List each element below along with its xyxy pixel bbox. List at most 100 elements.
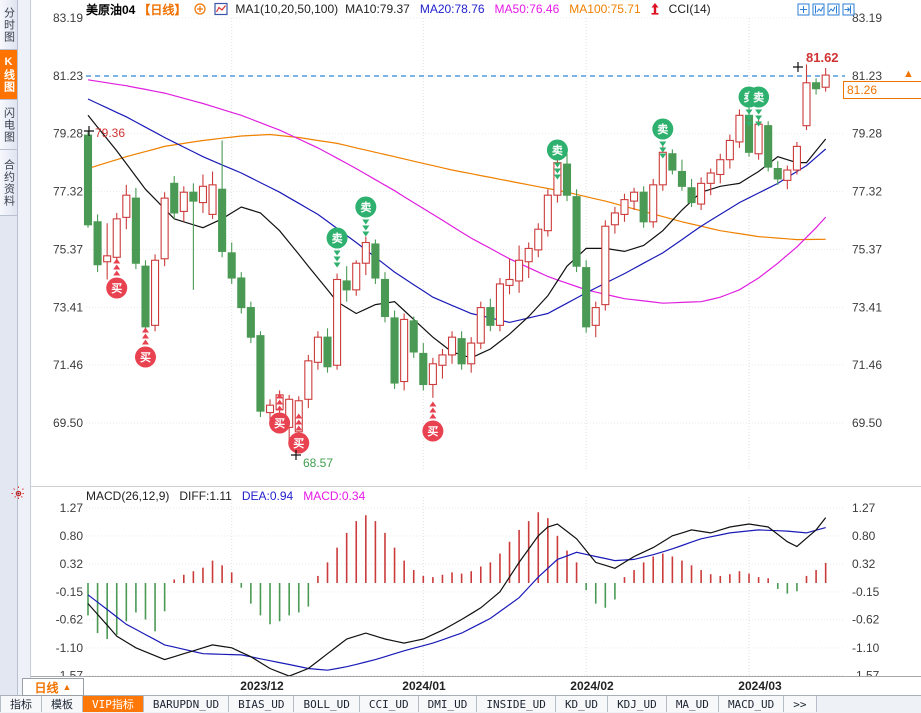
pin-indicator-icon[interactable]	[648, 2, 662, 16]
buy-signal	[106, 277, 128, 299]
buy-arrow-icon	[429, 407, 437, 413]
period-selector[interactable]: 日线 ▲	[22, 678, 84, 696]
candle-down	[744, 114, 754, 153]
candle-down	[131, 197, 140, 264]
buy-arrow-icon	[113, 258, 121, 264]
buy-signal-label: 买	[140, 351, 151, 364]
ma100-line	[87, 133, 826, 241]
buy-arrow-icon	[295, 419, 303, 425]
sidebar-tab-1[interactable]: K线图	[0, 50, 17, 100]
bottom-tab-ma_ud[interactable]: MA_UD	[666, 696, 719, 712]
buy-signal-label: 买	[111, 282, 122, 295]
price-axis-label-right: 83.19	[852, 11, 882, 25]
price-cross-marker	[291, 450, 301, 460]
macd-dea-value: DEA:0.94	[241, 489, 294, 503]
mini-chart-icon[interactable]	[214, 2, 228, 16]
bottom-tab-dmi_ud[interactable]: DMI_UD	[418, 696, 478, 712]
bottom-tab-[interactable]: 模板	[42, 696, 83, 712]
candle-up	[610, 212, 619, 226]
date-axis-label: 2024/02	[570, 679, 614, 693]
candle-up	[179, 191, 188, 213]
indicator-settings-icon[interactable]	[11, 486, 26, 501]
current-price-box: 81.26	[843, 81, 921, 99]
macd-axis-label-left: 1.27	[60, 501, 84, 515]
macd-axis-label-left: 0.32	[60, 557, 84, 571]
macd-axis-label-left: 0.80	[60, 529, 84, 543]
bottom-tab-kd_ud[interactable]: KD_UD	[555, 696, 609, 712]
bottom-tab-boll_ud[interactable]: BOLL_UD	[294, 696, 360, 712]
sell-arrow-icon	[333, 250, 341, 256]
macd-axis-label-right: -1.10	[852, 641, 880, 655]
buy-arrow-icon	[429, 413, 437, 419]
candle-up	[352, 262, 361, 291]
price-axis-label-right: 69.50	[852, 416, 882, 430]
candle-down	[639, 191, 648, 223]
buy-signal-label: 买	[274, 417, 285, 430]
macd-axis-label-right: -0.15	[852, 585, 880, 599]
exit-pane-icon[interactable]	[842, 3, 855, 16]
bottom-tab-kdj_ud[interactable]: KDJ_UD	[608, 696, 667, 712]
candle-up	[620, 199, 629, 215]
pane-left-axis-icon[interactable]	[812, 3, 825, 16]
buy-signal	[288, 432, 310, 454]
buy-signal	[134, 346, 156, 368]
candle-down	[227, 252, 236, 279]
bottom-tab-inside_ud[interactable]: INSIDE_UD	[477, 696, 556, 712]
buy-arrow-icon	[113, 264, 121, 270]
candle-down	[677, 170, 687, 187]
bottom-tab-bias_ud[interactable]: BIAS_UD	[229, 696, 295, 712]
ma50-line	[87, 79, 827, 304]
sell-signal-label: 卖	[552, 143, 563, 157]
buy-signal-label: 买	[427, 425, 438, 438]
bottom-tab-barupdn_ud[interactable]: BARUPDN_UD	[143, 696, 230, 712]
bottom-tab-[interactable]: 指标	[0, 696, 42, 712]
candle-up	[103, 255, 112, 263]
sell-arrow-icon	[553, 174, 561, 180]
candle-up	[313, 336, 322, 363]
sell-signal	[748, 86, 770, 108]
buy-arrow-icon	[141, 333, 149, 339]
buy-arrow-icon	[429, 401, 437, 407]
bottom-tab->>[interactable]: >>	[784, 696, 817, 712]
ma-value-1: MA20:78.76	[419, 2, 485, 16]
candle-down	[371, 243, 380, 279]
price-axis-label-right: 79.28	[852, 127, 882, 141]
sidebar-tab-0[interactable]: 分时图	[0, 0, 17, 50]
candle-up	[802, 82, 811, 127]
price-axis-label-left: 81.23	[53, 69, 83, 83]
bottom-tab-vip[interactable]: VIP指标	[83, 696, 144, 712]
candle-down	[342, 280, 351, 291]
candle-up	[112, 218, 121, 258]
candle-up	[151, 259, 160, 326]
candle-down	[668, 153, 677, 171]
candle-down	[83, 134, 93, 226]
ma-overlay-label: MA1(10,20,50,100)	[235, 2, 339, 16]
candle-up	[333, 278, 342, 366]
sell-arrow-icon	[362, 231, 370, 237]
macd-axis-label-right: 1.27	[852, 501, 876, 515]
candle-up	[515, 259, 524, 282]
candle-down	[189, 191, 198, 202]
ma-value-2: MA50:76.46	[494, 2, 560, 16]
macd-diff-value: DIFF:1.11	[179, 489, 232, 503]
bottom-tab-macd_ud[interactable]: MACD_UD	[718, 696, 785, 712]
bottom-tab-cci_ud[interactable]: CCI_UD	[359, 696, 419, 712]
chart-layout-toolbar	[797, 3, 855, 16]
buy-arrow-icon	[276, 393, 284, 399]
buy-signal-label: 买	[293, 437, 304, 450]
panel-splitter[interactable]	[30, 486, 921, 487]
sell-signal-label: 卖	[657, 122, 668, 136]
add-overlay-icon[interactable]	[193, 2, 207, 16]
price-axis-label-left: 83.19	[53, 11, 83, 25]
left-sidebar: 分时图 K线图 闪电图 合约资料	[0, 0, 31, 712]
price-axis-label-right: 77.32	[852, 185, 882, 199]
pane-right-axis-icon[interactable]	[827, 3, 840, 16]
date-axis-row: 2023/12 2024/01 2024/02 2024/03	[30, 676, 921, 696]
ma20-line	[87, 98, 827, 324]
sidebar-tab-2[interactable]: 闪电图	[0, 100, 17, 150]
price-cross-marker	[793, 62, 803, 72]
sidebar-tab-3[interactable]: 合约资料	[0, 150, 17, 216]
crosshair-icon[interactable]	[797, 3, 810, 16]
